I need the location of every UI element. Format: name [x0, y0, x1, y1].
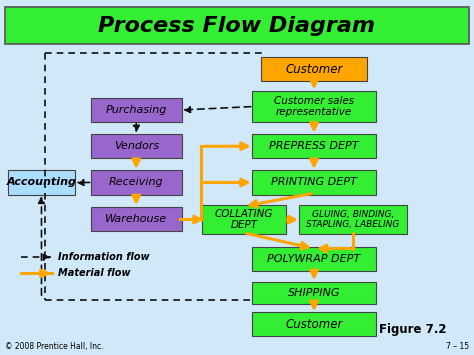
Text: © 2008 Prentice Hall, Inc.: © 2008 Prentice Hall, Inc.	[5, 343, 103, 351]
Text: PREPRESS DEPT: PREPRESS DEPT	[269, 141, 359, 151]
FancyBboxPatch shape	[252, 247, 376, 271]
Text: Information flow: Information flow	[58, 252, 150, 262]
FancyBboxPatch shape	[299, 205, 407, 234]
Text: POLYWRAP DEPT: POLYWRAP DEPT	[267, 254, 361, 264]
FancyBboxPatch shape	[91, 170, 182, 195]
Text: PRINTING DEPT: PRINTING DEPT	[271, 178, 357, 187]
Text: Customer: Customer	[285, 63, 343, 76]
FancyBboxPatch shape	[252, 91, 376, 122]
FancyBboxPatch shape	[5, 7, 469, 44]
Text: Warehouse: Warehouse	[105, 214, 167, 224]
Text: 7 – 15: 7 – 15	[446, 343, 469, 351]
Text: Customer sales
representative: Customer sales representative	[274, 96, 354, 117]
Text: GLUING, BINDING,
STAPLING, LABELING: GLUING, BINDING, STAPLING, LABELING	[307, 210, 400, 229]
Text: Figure 7.2: Figure 7.2	[379, 323, 446, 336]
FancyBboxPatch shape	[252, 312, 376, 336]
FancyBboxPatch shape	[261, 57, 367, 81]
Text: Accounting: Accounting	[7, 178, 76, 187]
Text: Purchasing: Purchasing	[106, 105, 167, 115]
FancyBboxPatch shape	[202, 205, 286, 234]
FancyBboxPatch shape	[91, 98, 182, 122]
FancyBboxPatch shape	[91, 134, 182, 158]
Text: Material flow: Material flow	[58, 268, 131, 278]
Text: Vendors: Vendors	[114, 141, 159, 151]
FancyBboxPatch shape	[8, 170, 75, 195]
Text: Process Flow Diagram: Process Flow Diagram	[99, 16, 375, 36]
Text: SHIPPING: SHIPPING	[288, 288, 340, 298]
Text: Receiving: Receiving	[109, 178, 164, 187]
Text: Customer: Customer	[285, 318, 343, 331]
FancyBboxPatch shape	[91, 207, 182, 231]
FancyBboxPatch shape	[252, 170, 376, 195]
FancyBboxPatch shape	[252, 134, 376, 158]
FancyBboxPatch shape	[252, 282, 376, 304]
Text: COLLATING
DEPT: COLLATING DEPT	[215, 209, 273, 230]
